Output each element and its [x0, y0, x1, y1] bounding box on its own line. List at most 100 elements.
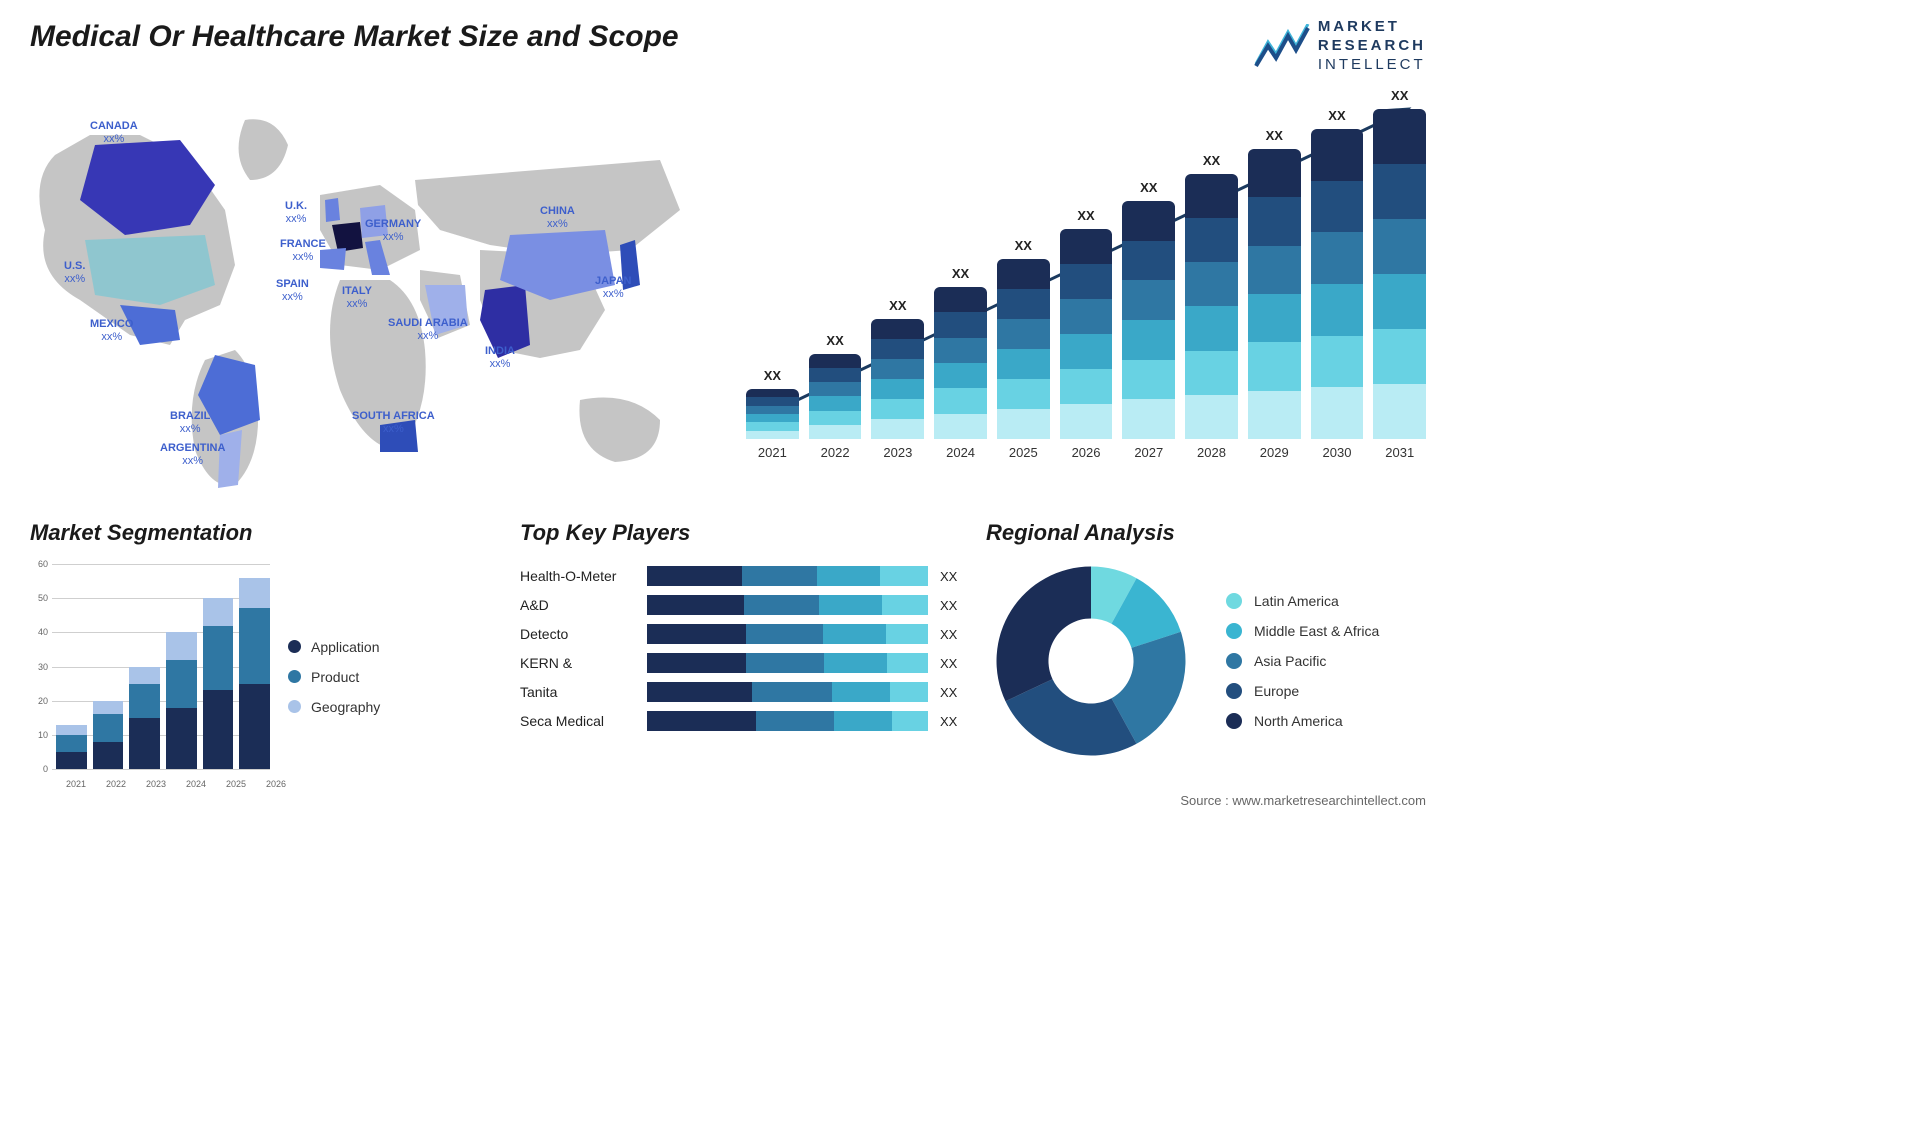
regional-legend-item: North America	[1226, 713, 1379, 729]
segmentation-bar-2026	[239, 578, 270, 769]
growth-bar-category: 2025	[1009, 445, 1038, 460]
growth-bar-2031: XX 2031	[1373, 88, 1426, 460]
player-name: KERN &	[520, 655, 635, 671]
map-label-brazil: BRAZILxx%	[170, 410, 210, 435]
player-name: Seca Medical	[520, 713, 635, 729]
page-title: Medical Or Healthcare Market Size and Sc…	[30, 20, 679, 54]
map-label-italy: ITALYxx%	[342, 285, 372, 310]
growth-bar-2023: XX2023	[871, 298, 924, 460]
growth-bar-chart: XX2021XX2022XX2023XX2024XX2025XX2026XX20…	[746, 95, 1426, 485]
player-row: Tanita XX	[520, 682, 970, 702]
growth-bar-2027: XX2027	[1122, 180, 1175, 460]
player-name: Detecto	[520, 626, 635, 642]
player-row: Detecto XX	[520, 624, 970, 644]
player-value: XX	[940, 656, 970, 671]
growth-bar-value: XX	[1391, 88, 1408, 103]
growth-bar-value: XX	[1266, 128, 1283, 143]
player-bar	[647, 711, 928, 731]
growth-bar-category: 2028	[1197, 445, 1226, 460]
growth-bar-2030: XX 2030	[1311, 108, 1364, 460]
segmentation-bar-2021	[56, 725, 87, 769]
player-row: A&D XX	[520, 595, 970, 615]
segmentation-bar-2022	[93, 701, 124, 769]
players-list: Health-O-MeterXXA&DXXDetectoXXKERN &XXTa…	[520, 566, 970, 731]
regional-legend: Latin America Middle East & Africa Asia Pa…	[1226, 593, 1379, 729]
map-label-china: CHINAxx%	[540, 205, 575, 230]
growth-bar-2021: XX 2021	[746, 368, 799, 460]
player-bar	[647, 653, 928, 673]
map-label-canada: CANADAxx%	[90, 120, 138, 145]
map-label-japan: JAPANxx%	[595, 275, 631, 300]
map-label-spain: SPAINxx%	[276, 278, 309, 303]
regional-legend-item: Asia Pacific	[1226, 653, 1379, 669]
player-value: XX	[940, 598, 970, 613]
source-text: Source : www.marketresearchintellect.com	[1180, 793, 1426, 808]
growth-bar-category: 2027	[1134, 445, 1163, 460]
map-label-saudi-arabia: SAUDI ARABIAxx%	[388, 317, 468, 342]
growth-bar-2026: XX 2026	[1060, 208, 1113, 460]
growth-bar-2029: XX 2029	[1248, 128, 1301, 460]
growth-bar-value: XX	[889, 298, 906, 313]
map-country-u-k-	[325, 198, 340, 222]
segmentation-bar-2025	[203, 598, 234, 769]
regional-analysis-section: Regional Analysis Latin America Middle Ea…	[986, 520, 1426, 766]
player-bar	[647, 682, 928, 702]
map-label-mexico: MEXICOxx%	[90, 318, 133, 343]
growth-bar-category: 2024	[946, 445, 975, 460]
growth-bar-2022: XX2022	[809, 333, 862, 460]
segmentation-chart: 0102030405060 202120222023202420252026 A…	[30, 564, 470, 789]
growth-bar-value: XX	[1015, 238, 1032, 253]
player-bar	[647, 624, 928, 644]
growth-bar-value: XX	[1077, 208, 1094, 223]
growth-bar-value: XX	[1328, 108, 1345, 123]
growth-bar-2024: XX 2024	[934, 266, 987, 460]
logo-text: MARKET RESEARCH INTELLECT	[1318, 18, 1426, 74]
regional-legend-item: Europe	[1226, 683, 1379, 699]
growth-bar-2028: XX 2028	[1185, 153, 1238, 460]
map-label-argentina: ARGENTINAxx%	[160, 442, 225, 467]
player-name: Health-O-Meter	[520, 568, 635, 584]
map-label-south-africa: SOUTH AFRICAxx%	[352, 410, 435, 435]
growth-bar-category: 2021	[758, 445, 787, 460]
map-label-germany: GERMANYxx%	[365, 218, 421, 243]
world-map: CANADAxx% U.S.xx% MEXICOxx% BRAZILxx% ARGENT…	[20, 90, 710, 500]
growth-bar-category: 2031	[1385, 445, 1414, 460]
player-value: XX	[940, 685, 970, 700]
regional-title: Regional Analysis	[986, 520, 1426, 546]
regional-legend-item: Middle East & Africa	[1226, 623, 1379, 639]
player-value: XX	[940, 569, 970, 584]
growth-bar-2025: XX 2025	[997, 238, 1050, 460]
growth-bar-category: 2030	[1323, 445, 1352, 460]
map-label-india: INDIAxx%	[485, 345, 515, 370]
player-row: KERN & XX	[520, 653, 970, 673]
segmentation-legend-item: Geography	[288, 699, 380, 715]
donut-slice-north-america	[997, 567, 1092, 702]
growth-bar-value: XX	[1203, 153, 1220, 168]
player-name: A&D	[520, 597, 635, 613]
regional-legend-item: Latin America	[1226, 593, 1379, 609]
map-label-u-s-: U.S.xx%	[64, 260, 85, 285]
segmentation-legend: ApplicationProductGeography	[288, 564, 380, 789]
segmentation-bar-2023	[129, 667, 160, 769]
growth-bar-value: XX	[764, 368, 781, 383]
segmentation-title: Market Segmentation	[30, 520, 470, 546]
segmentation-legend-item: Application	[288, 639, 380, 655]
brand-logo: MARKET RESEARCH INTELLECT	[1254, 18, 1426, 74]
growth-bar-category: 2022	[821, 445, 850, 460]
top-key-players-section: Top Key Players Health-O-MeterXXA&DXXDet…	[520, 520, 970, 731]
players-title: Top Key Players	[520, 520, 970, 546]
regional-donut-chart	[986, 556, 1196, 766]
player-bar	[647, 595, 928, 615]
player-value: XX	[940, 714, 970, 729]
logo-icon	[1254, 24, 1310, 68]
growth-bar-category: 2029	[1260, 445, 1289, 460]
growth-bar-value: XX	[952, 266, 969, 281]
player-name: Tanita	[520, 684, 635, 700]
player-row: Seca Medical XX	[520, 711, 970, 731]
segmentation-bar-2024	[166, 632, 197, 769]
growth-bar-category: 2026	[1072, 445, 1101, 460]
map-label-u-k-: U.K.xx%	[285, 200, 307, 225]
player-row: Health-O-Meter XX	[520, 566, 970, 586]
player-bar	[647, 566, 928, 586]
player-value: XX	[940, 627, 970, 642]
